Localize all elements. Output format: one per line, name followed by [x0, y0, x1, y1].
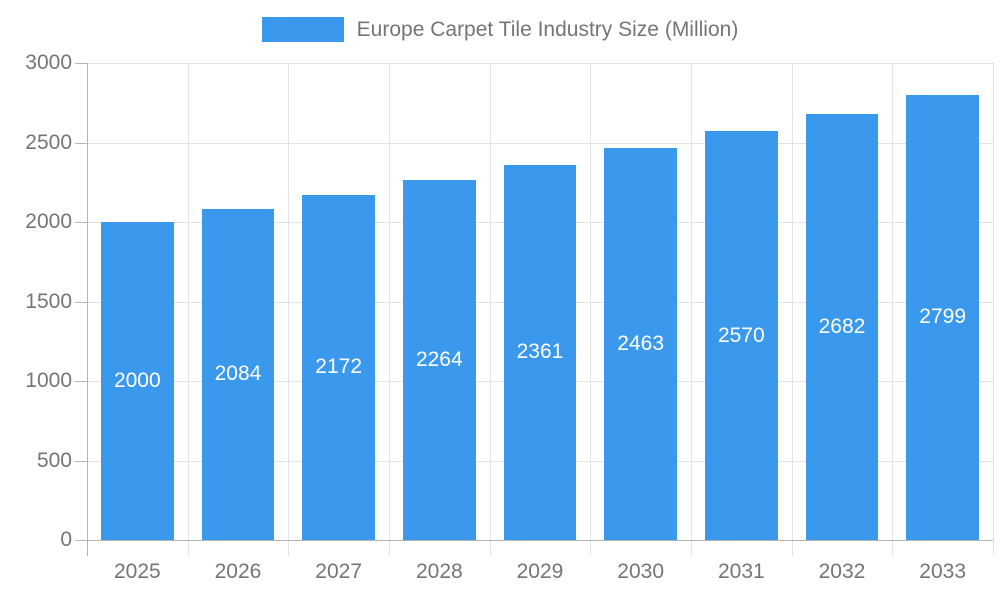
y-tick-label: 2000	[25, 210, 72, 233]
y-axis-tick	[75, 222, 87, 223]
y-axis-tick	[75, 301, 87, 303]
x-tick-label: 2032	[818, 560, 866, 583]
bar-2025[interactable]: 2000	[100, 222, 174, 540]
x-tick-label: 2027	[315, 560, 363, 583]
bar-value-label: 2264	[415, 348, 463, 372]
bar-value-label: 2361	[516, 340, 564, 364]
gridline-vertical	[590, 63, 592, 556]
x-tick-label: 2031	[717, 560, 765, 583]
x-tick-label: 2028	[415, 560, 463, 583]
bar-2026[interactable]: 2084	[201, 208, 275, 540]
y-axis-tick	[75, 460, 87, 462]
bar-value-label: 2682	[818, 314, 866, 338]
bar-value-label: 2799	[919, 305, 967, 329]
y-axis-tick	[75, 142, 87, 144]
bar-value-label: 2084	[214, 362, 262, 386]
gridline-horizontal	[87, 63, 993, 64]
legend-swatch	[261, 17, 344, 42]
gridline-vertical	[993, 63, 994, 556]
bar-value-label: 2570	[717, 323, 765, 347]
y-tick-label: 500	[36, 448, 72, 472]
x-tick-label: 2029	[516, 560, 564, 583]
x-tick-label: 2026	[214, 560, 262, 583]
x-tick-label: 2030	[617, 560, 665, 583]
y-tick-label: 0	[60, 528, 72, 551]
y-axis-tick	[75, 381, 87, 382]
y-tick-label: 1000	[25, 369, 72, 392]
legend-item[interactable]: Europe Carpet Tile Industry Size (Millio…	[0, 17, 1000, 42]
gridline-horizontal	[87, 142, 993, 144]
y-axis-tick	[75, 63, 87, 64]
bar-2033[interactable]: 2799	[906, 94, 980, 540]
bar-value-label: 2172	[315, 355, 363, 379]
bar-2031[interactable]: 2570	[704, 131, 778, 540]
gridline-vertical	[389, 63, 390, 556]
y-tick-label: 3000	[25, 51, 72, 74]
y-axis-line	[87, 63, 88, 556]
gridline-vertical	[489, 63, 491, 556]
bar-value-label: 2000	[113, 369, 161, 392]
bar-2032[interactable]: 2682	[805, 113, 879, 540]
legend-label: Europe Carpet Tile Industry Size (Millio…	[356, 17, 739, 41]
y-tick-label: 2500	[25, 130, 72, 154]
gridline-vertical	[791, 63, 793, 556]
gridline-vertical	[187, 63, 189, 556]
gridline-vertical	[691, 63, 692, 556]
plot-area: 0 500 1000 1500 2000 2500 3000 2000 2025 2084 2026…	[25, 52, 994, 583]
bar-value-label: 2463	[617, 332, 665, 356]
bar-2027[interactable]: 2172	[302, 194, 376, 540]
y-tick-label: 1500	[25, 289, 72, 313]
x-tick-label: 2025	[113, 560, 161, 583]
bar-2028[interactable]: 2264	[402, 180, 476, 540]
x-tick-label: 2033	[919, 560, 967, 583]
bar-2030[interactable]: 2463	[604, 148, 678, 540]
gridline-vertical	[892, 63, 894, 556]
gridline-vertical	[288, 63, 290, 556]
x-axis-line	[75, 540, 993, 541]
bar-2029[interactable]: 2361	[503, 164, 577, 540]
